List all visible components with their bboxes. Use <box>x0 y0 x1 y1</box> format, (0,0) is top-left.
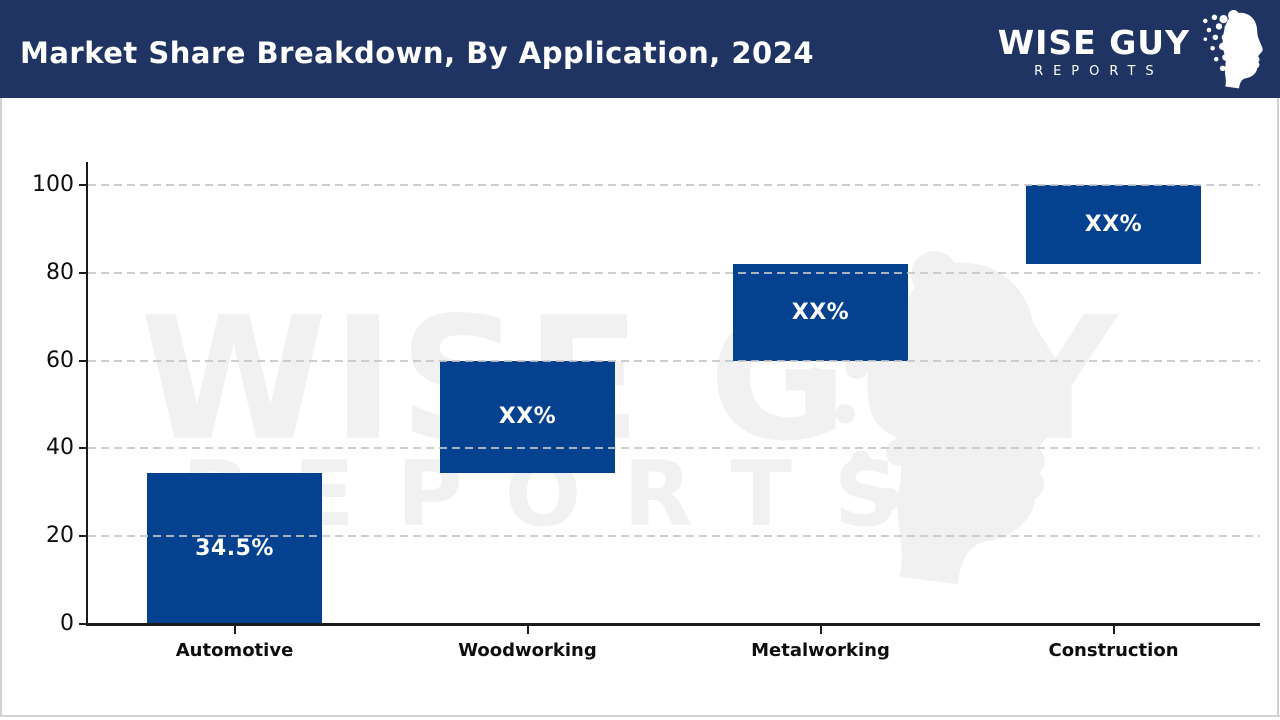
y-axis-line <box>86 162 88 626</box>
grid-line <box>88 184 1260 186</box>
frame-border-right <box>1277 98 1279 716</box>
y-axis-tick <box>79 271 87 274</box>
logo-sub-text: REPORTS <box>1034 64 1164 79</box>
x-axis-label: Construction <box>1048 640 1179 661</box>
y-axis-tick <box>79 447 87 450</box>
x-axis-label: Automotive <box>175 640 294 661</box>
bar-value-label: XX% <box>1084 212 1143 237</box>
wiseguy-head-icon <box>1203 10 1263 89</box>
bar-construction: XX% <box>1025 185 1202 265</box>
x-axis-line <box>86 623 1260 626</box>
bar-woodworking: XX% <box>439 360 616 473</box>
grid-line <box>88 359 1260 362</box>
x-axis-tick <box>819 626 822 634</box>
x-axis-label: Woodworking <box>458 640 597 661</box>
y-axis-tick <box>79 535 87 538</box>
frame-border-bottom <box>0 715 1280 717</box>
y-axis-tick <box>79 184 87 186</box>
header-bar: Market Share Breakdown, By Application, … <box>0 0 1280 98</box>
frame-border-left <box>0 98 2 716</box>
chart-title: Market Share Breakdown, By Application, … <box>20 36 815 70</box>
grid-line <box>88 447 1260 450</box>
bar-automotive: 34.5% <box>146 472 323 624</box>
y-tick-label: 0 <box>60 611 74 636</box>
y-axis-tick <box>79 359 87 362</box>
logo-text-block: WISE GUY REPORTS <box>998 23 1190 79</box>
x-axis-tick <box>233 626 236 634</box>
bar-value-label: XX% <box>791 299 850 325</box>
bar-value-label: 34.5% <box>195 535 274 561</box>
y-axis-tick <box>79 623 87 625</box>
logo-brand-text: WISE GUY <box>997 23 1190 62</box>
y-tick-label: 60 <box>46 347 74 373</box>
x-axis-tick <box>1112 626 1115 634</box>
grid-line <box>88 535 1260 538</box>
bar-metalworking: XX% <box>732 264 909 361</box>
x-axis-label: Metalworking <box>751 640 890 661</box>
y-tick-label: 40 <box>46 435 74 461</box>
bar-value-label: XX% <box>498 404 557 430</box>
grid-line <box>88 271 1260 274</box>
x-axis-tick <box>526 626 529 634</box>
y-tick-label: 80 <box>46 259 74 285</box>
y-tick-label: 100 <box>32 172 74 197</box>
wiseguy-logo: WISE GUY REPORTS <box>998 8 1266 94</box>
waterfall-chart: 0 20 40 60 80 100 34.5% Automotive XX% Woodworkin… <box>0 98 1280 720</box>
y-tick-label: 20 <box>46 523 74 549</box>
